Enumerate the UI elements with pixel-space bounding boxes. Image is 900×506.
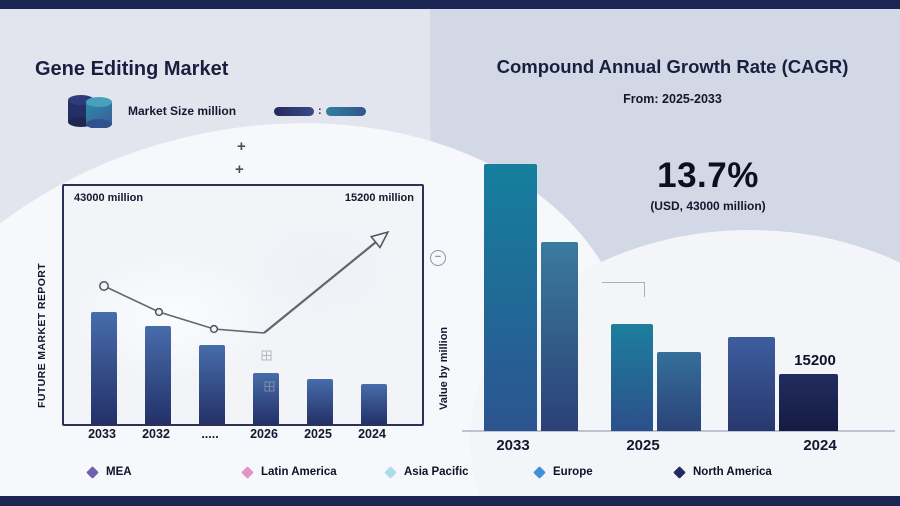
bar-2024-primary: [728, 337, 775, 431]
cagr-usd-note: (USD, 43000 million): [650, 199, 766, 213]
left-chart-title: Gene Editing Market: [35, 58, 229, 80]
x-label-2025: 2025: [626, 437, 660, 454]
market-size-label: Market Size million: [128, 104, 237, 118]
diamond-icon: [673, 465, 686, 479]
bar-intermediate-years: [199, 345, 225, 424]
window-icon: [261, 350, 272, 361]
bar-2024-secondary: [779, 374, 838, 431]
legend-item-latin-america: Latin America: [241, 465, 337, 479]
bar-2032: [145, 326, 171, 424]
market-size-legend: Market Size million :: [64, 94, 366, 128]
x-label-2025: 2025: [304, 427, 332, 441]
x-label-dots: .....: [201, 427, 219, 441]
x-label-2026: 2026: [250, 427, 278, 441]
database-cylinder-icon: [68, 95, 112, 128]
region-legend: MEA Latin America Asia Pacific Europe No…: [0, 465, 900, 486]
legend-label: MEA: [106, 466, 132, 478]
bottom-border-strip: [0, 496, 900, 506]
plus-decoration: +: [237, 138, 246, 155]
bar-2025-primary: [611, 324, 653, 431]
legend-label: Europe: [553, 466, 593, 478]
cagr-value-block: 13.7% (USD, 43000 million): [588, 156, 828, 213]
bar-2025: [307, 379, 333, 424]
decorative-pill-navy: [274, 106, 315, 116]
decorative-colon: :: [318, 105, 322, 117]
bar-2033: [91, 312, 117, 424]
annotation-15200-million: 15200 million: [344, 192, 414, 204]
legend-label: North America: [693, 466, 772, 478]
cagr-subtitle: From: 2025-2033: [623, 92, 722, 106]
x-label-2033: 2033: [496, 437, 530, 454]
bar-2024: [361, 384, 387, 424]
cagr-percentage: 13.7%: [657, 156, 759, 195]
top-border-strip: [0, 0, 900, 9]
legend-item-asia-pacific: Asia Pacific: [384, 465, 469, 479]
future-market-report-label: FUTURE MARKET REPORT: [36, 262, 48, 408]
bar-2033-primary: [484, 164, 537, 431]
market-size-chart: 43000 million 15200 million: [62, 184, 424, 426]
bar-value-label-15200: 15200: [794, 352, 836, 369]
legend-item-europe: Europe: [533, 465, 593, 479]
annotation-43000-million: 43000 million: [74, 192, 144, 204]
decorative-step-line: [602, 282, 645, 297]
value-by-million-label: Value by million: [438, 326, 450, 410]
diamond-icon: [384, 465, 397, 479]
legend-label: Latin America: [261, 466, 337, 478]
arrow-head-icon: [369, 230, 390, 249]
x-label-2024: 2024: [803, 437, 837, 454]
left-x-axis: 2033 2032 ..... 2026 2025 2024: [62, 427, 420, 443]
legend-label: Asia Pacific: [404, 466, 469, 478]
bar-2026: [253, 373, 279, 424]
x-label-2024: 2024: [358, 427, 386, 441]
right-chart-baseline: [462, 430, 895, 432]
diamond-icon: [86, 465, 99, 479]
decorative-pill-teal: [325, 106, 366, 116]
circle-minus-decoration: −: [430, 250, 446, 266]
bar-2025-secondary: [657, 352, 701, 431]
x-label-2032: 2032: [142, 427, 170, 441]
x-label-2033: 2033: [88, 427, 116, 441]
legend-item-north-america: North America: [673, 465, 772, 479]
legend-item-mea: MEA: [86, 465, 132, 479]
plus-decoration: +: [235, 161, 244, 178]
bar-2033-secondary: [541, 242, 578, 431]
diamond-icon: [533, 465, 546, 479]
cagr-title: Compound Annual Growth Rate (CAGR): [496, 56, 849, 77]
diamond-icon: [241, 465, 254, 479]
